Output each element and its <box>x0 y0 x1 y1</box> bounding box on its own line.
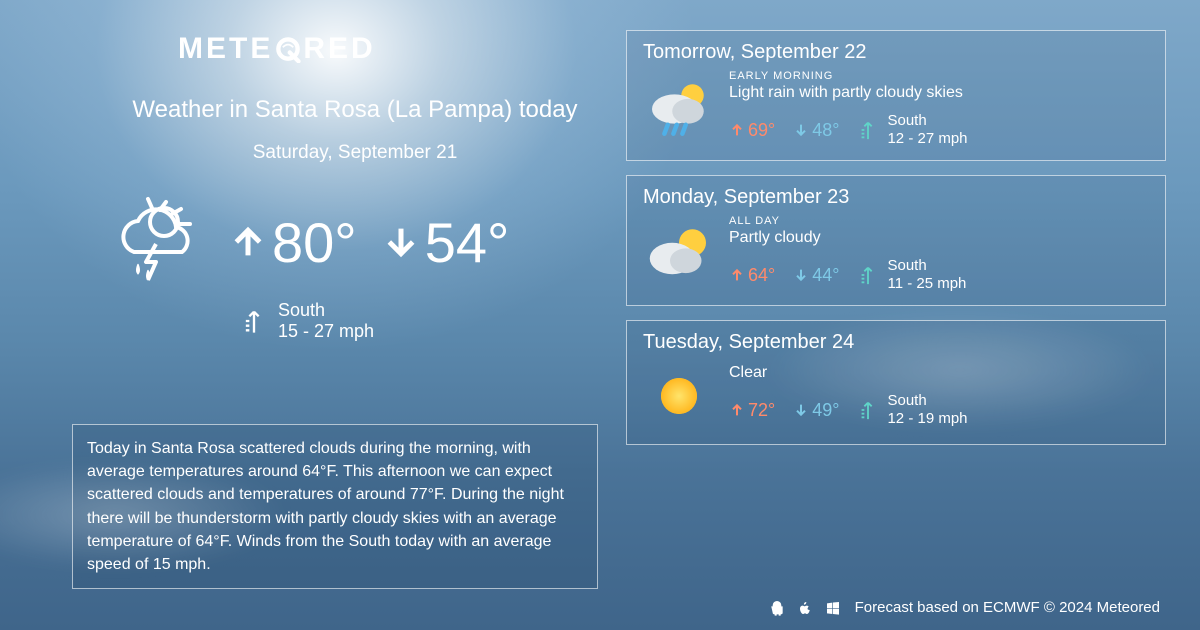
forecast-period: EARLY MORNING <box>729 70 1149 82</box>
forecast-period: ALL DAY <box>729 215 1149 227</box>
wind-icon <box>240 307 268 335</box>
forecast-wind: South12 - 27 mph <box>857 112 967 148</box>
forecast-wind: South11 - 25 mph <box>857 257 966 293</box>
forecast-condition: Clear <box>729 364 1149 382</box>
arrow-up-icon <box>228 222 268 262</box>
wind-icon <box>857 399 879 421</box>
forecast-info: Clear 72° 49° South12 - 19 mph <box>729 364 1149 428</box>
forecast-weather-icon <box>643 73 715 145</box>
forecast-body: ALL DAY Partly cloudy 64° 44° South11 - 25 m… <box>643 215 1149 293</box>
forecast-low: 44° <box>793 265 839 286</box>
forecast-high-value: 69° <box>748 120 775 141</box>
today-high-value: 80° <box>272 210 357 275</box>
forecast-high: 69° <box>729 120 775 141</box>
today-low: 54° <box>381 210 510 275</box>
forecast-weather-icon <box>643 360 715 432</box>
brand-part1: METE <box>178 32 273 66</box>
forecast-weather-icon <box>643 218 715 290</box>
forecast-list: Tomorrow, September 22 EARLY MORNING Light… <box>626 30 1166 445</box>
forecast-info: EARLY MORNING Light rain with partly clou… <box>729 70 1149 148</box>
forecast-high-value: 72° <box>748 400 775 421</box>
footer: Forecast based on ECMWF © 2024 Meteored <box>769 599 1160 616</box>
forecast-stats: 64° 44° South11 - 25 mph <box>729 257 1149 293</box>
today-temps: 80° 54° <box>228 210 509 275</box>
forecast-card: Tuesday, September 24 Clear 72° 49° South12 … <box>626 320 1166 445</box>
wind-icon <box>857 264 879 286</box>
forecast-title: Tuesday, September 24 <box>643 331 1149 354</box>
page-title: Weather in Santa Rosa (La Pampa) today <box>110 96 600 124</box>
apple-icon <box>797 600 813 616</box>
forecast-condition: Light rain with partly cloudy skies <box>729 84 1149 102</box>
forecast-card: Monday, September 23 ALL DAY Partly cloudy… <box>626 175 1166 306</box>
forecast-low: 49° <box>793 400 839 421</box>
brand-logo: METE RED <box>178 32 376 66</box>
today-wind: South 15 - 27 mph <box>240 300 600 342</box>
today-summary: Today in Santa Rosa scattered clouds dur… <box>72 424 598 589</box>
forecast-condition: Partly cloudy <box>729 229 1149 247</box>
forecast-card: Tomorrow, September 22 EARLY MORNING Light… <box>626 30 1166 161</box>
forecast-stats: 69° 48° South12 - 27 mph <box>729 112 1149 148</box>
today-high: 80° <box>228 210 357 275</box>
arrow-up-icon <box>729 122 745 138</box>
forecast-low-value: 48° <box>812 120 839 141</box>
android-icon <box>769 600 785 616</box>
today-wind-dir: South <box>278 300 374 321</box>
today-hero-row: 80° 54° <box>110 192 600 292</box>
forecast-wind: South12 - 19 mph <box>857 392 967 428</box>
platform-icons <box>769 600 841 616</box>
brand-part2: RED <box>303 32 375 66</box>
forecast-wind-text: South12 - 19 mph <box>887 392 967 428</box>
footer-text: Forecast based on ECMWF © 2024 Meteored <box>855 599 1160 616</box>
forecast-title: Tomorrow, September 22 <box>643 41 1149 64</box>
wind-icon <box>857 119 879 141</box>
forecast-title: Monday, September 23 <box>643 186 1149 209</box>
today-wind-speed: 15 - 27 mph <box>278 321 374 342</box>
arrow-down-icon <box>793 402 809 418</box>
forecast-wind-text: South11 - 25 mph <box>887 257 966 293</box>
today-low-value: 54° <box>425 210 510 275</box>
forecast-wind-text: South12 - 27 mph <box>887 112 967 148</box>
arrow-down-icon <box>793 122 809 138</box>
forecast-high: 64° <box>729 265 775 286</box>
today-date: Saturday, September 21 <box>110 142 600 164</box>
arrow-down-icon <box>793 267 809 283</box>
today-wind-text: South 15 - 27 mph <box>278 300 374 342</box>
forecast-high: 72° <box>729 400 775 421</box>
forecast-high-value: 64° <box>748 265 775 286</box>
arrow-down-icon <box>381 222 421 262</box>
forecast-body: Clear 72° 49° South12 - 19 mph <box>643 360 1149 432</box>
forecast-stats: 72° 49° South12 - 19 mph <box>729 392 1149 428</box>
brand-mark-icon <box>274 35 302 63</box>
forecast-low-value: 49° <box>812 400 839 421</box>
forecast-low-value: 44° <box>812 265 839 286</box>
windows-icon <box>825 600 841 616</box>
today-panel: Weather in Santa Rosa (La Pampa) today S… <box>110 96 600 342</box>
forecast-low: 48° <box>793 120 839 141</box>
forecast-info: ALL DAY Partly cloudy 64° 44° South11 - 25 m… <box>729 215 1149 293</box>
thunderstorm-icon <box>110 192 210 292</box>
arrow-up-icon <box>729 267 745 283</box>
arrow-up-icon <box>729 402 745 418</box>
forecast-body: EARLY MORNING Light rain with partly clou… <box>643 70 1149 148</box>
